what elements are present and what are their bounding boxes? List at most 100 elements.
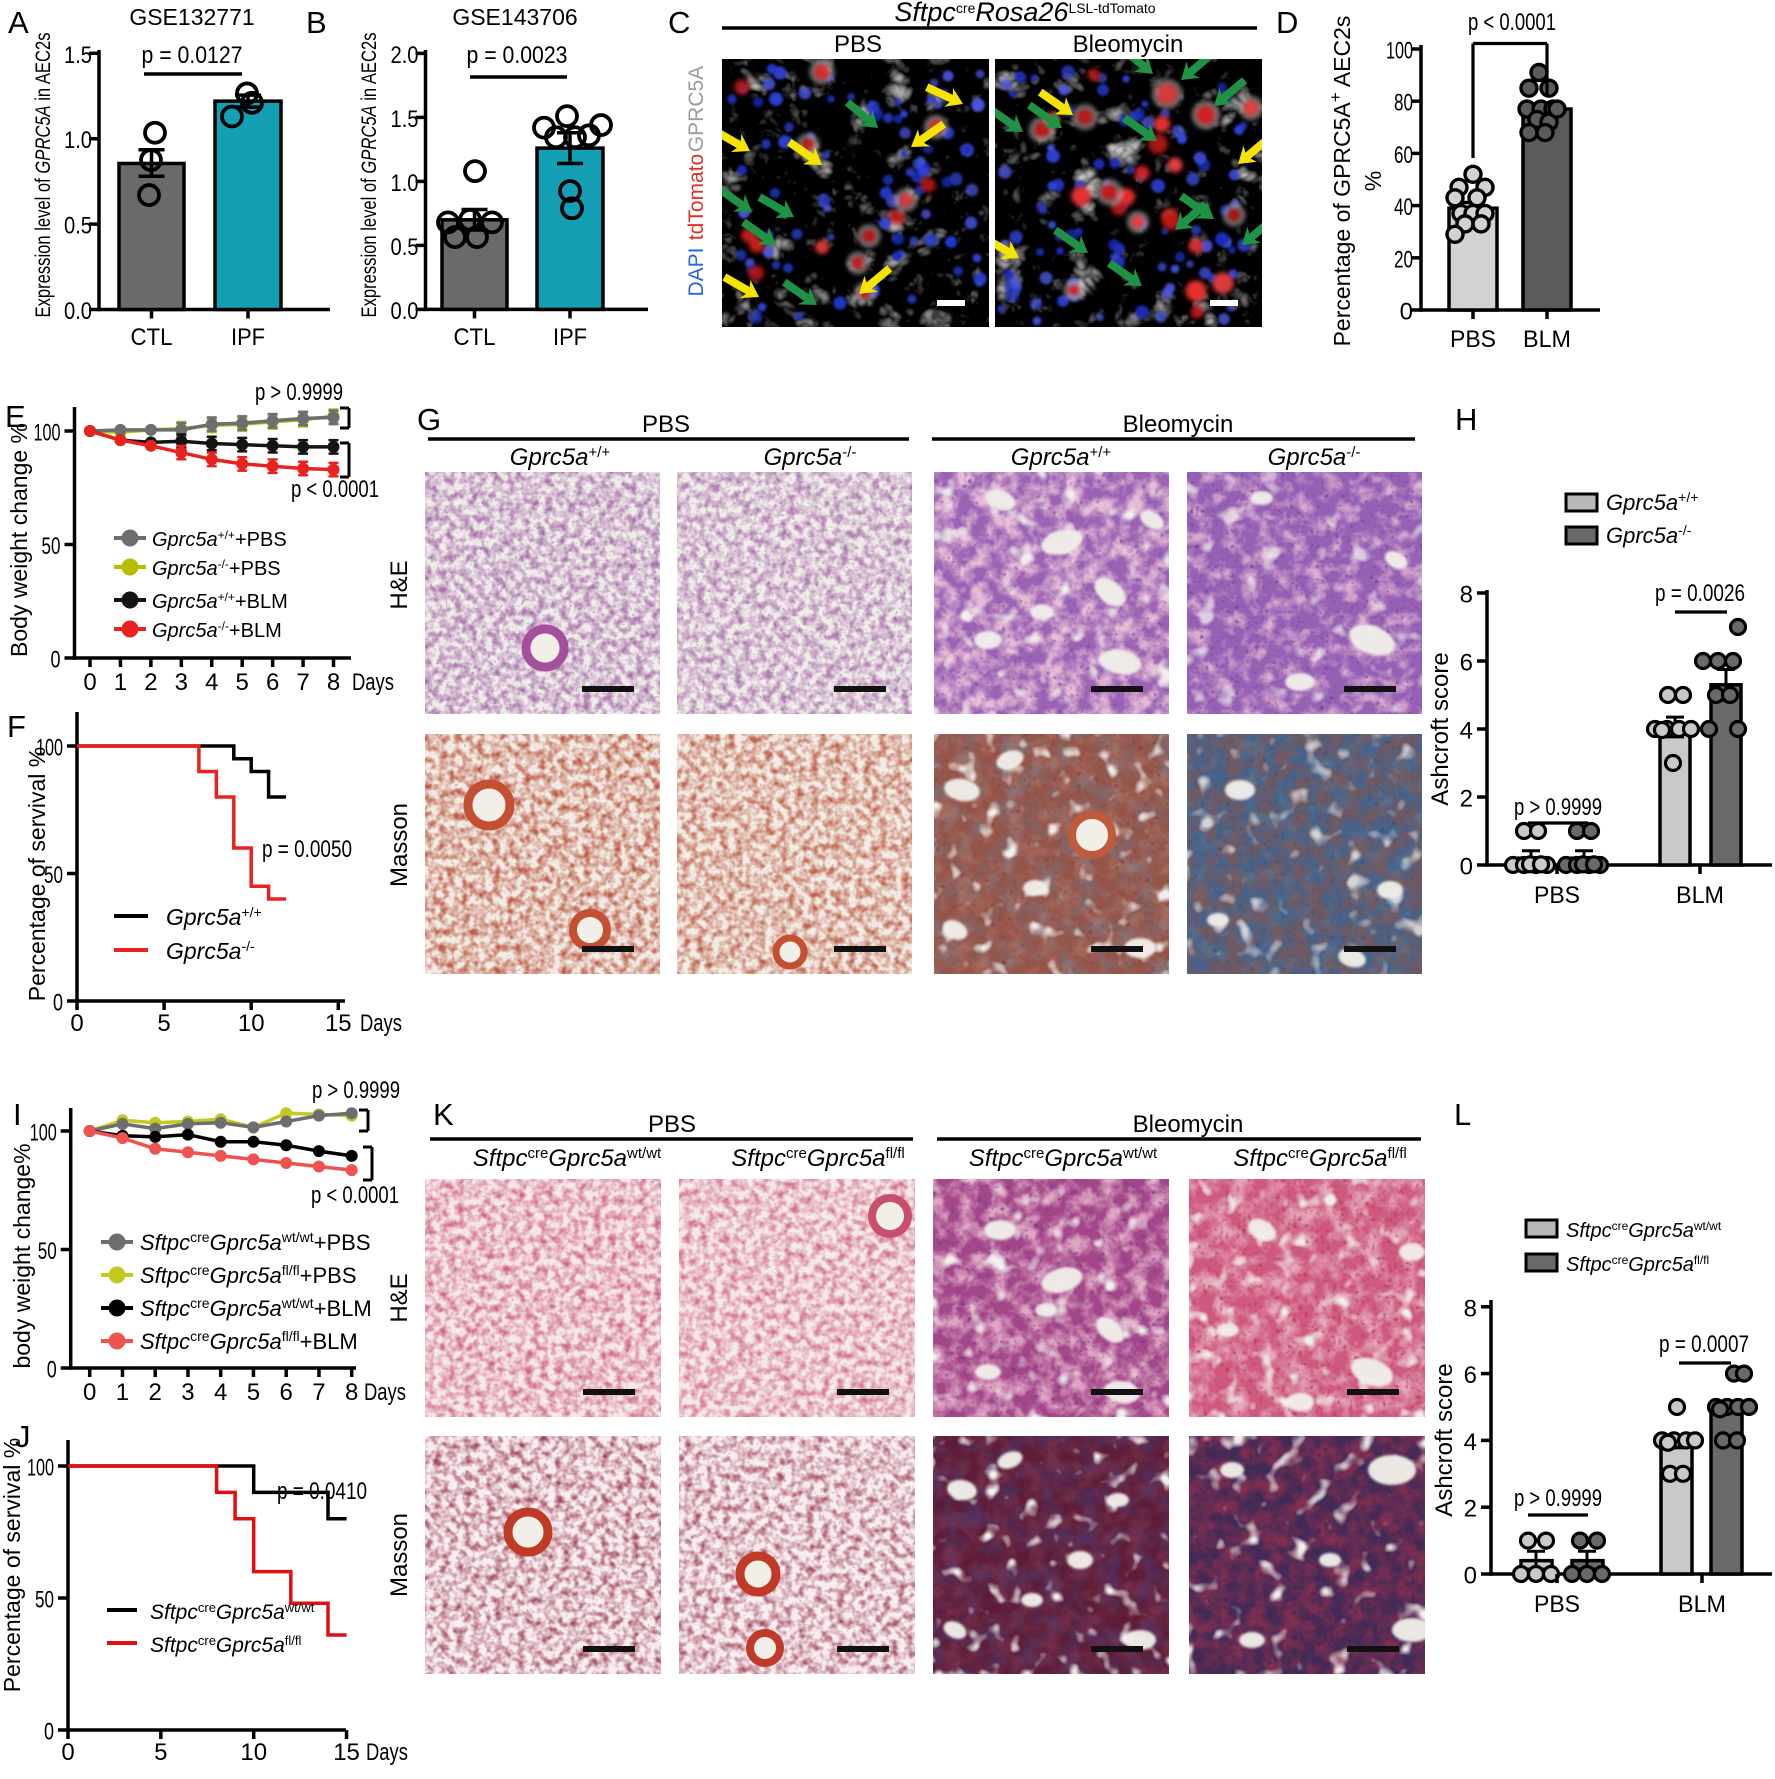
svg-text:Bleomycin: Bleomycin <box>1073 31 1184 58</box>
svg-text:Expression level of GPRC5A in: Expression level of GPRC5A in AEC2s <box>32 33 55 318</box>
svg-text:Gprc5a-/-: Gprc5a-/- <box>1268 444 1361 471</box>
svg-text:0: 0 <box>61 1739 74 1766</box>
svg-text:5: 5 <box>236 669 249 696</box>
svg-text:Masson: Masson <box>386 803 413 887</box>
svg-text:7: 7 <box>312 1379 325 1406</box>
svg-text:0: 0 <box>51 647 61 674</box>
svg-text:6: 6 <box>1460 650 1473 677</box>
svg-text:5: 5 <box>154 1739 167 1766</box>
svg-text:H: H <box>1455 402 1477 437</box>
svg-text:SftpccreGprc5afl/fl: SftpccreGprc5afl/fl <box>150 1633 302 1657</box>
svg-text:SftpccreGprc5afl/fl+BLM: SftpccreGprc5afl/fl+BLM <box>140 1328 358 1354</box>
svg-text:PBS: PBS <box>642 411 690 438</box>
svg-text:1.5: 1.5 <box>391 106 419 133</box>
svg-text:SftpccreGprc5awt/wt: SftpccreGprc5awt/wt <box>1566 1219 1722 1242</box>
svg-text:K: K <box>433 1097 454 1132</box>
svg-text:Days: Days <box>360 1010 402 1037</box>
svg-text:100: 100 <box>36 735 63 762</box>
svg-text:p = 0.0127: p = 0.0127 <box>142 42 243 69</box>
svg-text:4: 4 <box>214 1379 227 1406</box>
svg-text:Expression level of GPRC5A in: Expression level of GPRC5A in AEC2s <box>358 33 381 318</box>
svg-text:1.0: 1.0 <box>391 170 419 197</box>
svg-text:I: I <box>13 1097 22 1132</box>
svg-text:Percentage of servival %: Percentage of servival % <box>24 747 50 1001</box>
svg-text:%: % <box>1360 171 1386 191</box>
svg-text:15: 15 <box>333 1739 360 1766</box>
svg-text:IPF: IPF <box>231 324 265 351</box>
svg-text:0: 0 <box>1460 854 1473 881</box>
svg-text:SftpccreGprc5awt/wt: SftpccreGprc5awt/wt <box>150 1600 315 1624</box>
svg-text:p < 0.0001: p < 0.0001 <box>311 1182 399 1209</box>
svg-text:body weight change%: body weight change% <box>9 1143 35 1368</box>
svg-text:15: 15 <box>325 1010 352 1037</box>
svg-text:10: 10 <box>238 1010 265 1037</box>
svg-text:Gprc5a-/-: Gprc5a-/- <box>764 444 857 471</box>
svg-text:p < 0.0001: p < 0.0001 <box>1468 9 1556 36</box>
svg-text:Bleomycin: Bleomycin <box>1133 1111 1244 1138</box>
svg-text:SftpccreGprc5afl/fl+PBS: SftpccreGprc5afl/fl+PBS <box>140 1262 357 1288</box>
svg-text:p > 0.9999: p > 0.9999 <box>312 1077 400 1104</box>
svg-text:2: 2 <box>1460 786 1473 813</box>
svg-text:Percentage of GPRC5A+ AEC2s: Percentage of GPRC5A+ AEC2s <box>1326 16 1355 347</box>
svg-text:p = 0.0050: p = 0.0050 <box>262 836 352 863</box>
svg-text:40: 40 <box>1394 194 1413 221</box>
svg-text:5: 5 <box>247 1379 260 1406</box>
svg-text:0: 0 <box>70 1010 83 1037</box>
svg-text:0.0: 0.0 <box>64 298 92 325</box>
svg-text:7: 7 <box>296 669 309 696</box>
svg-text:8: 8 <box>1460 582 1473 609</box>
svg-text:5: 5 <box>157 1010 170 1037</box>
svg-text:0: 0 <box>83 669 96 696</box>
svg-text:D: D <box>1276 5 1298 40</box>
svg-text:2: 2 <box>1464 1496 1477 1523</box>
svg-text:4: 4 <box>1464 1429 1477 1456</box>
svg-text:p < 0.0001: p < 0.0001 <box>291 476 379 503</box>
svg-text:PBS: PBS <box>834 31 882 58</box>
svg-text:tdTomato: tdTomato <box>685 154 708 240</box>
svg-text:p = 0.0410: p = 0.0410 <box>277 1478 367 1505</box>
svg-text:2: 2 <box>149 1379 162 1406</box>
svg-text:0: 0 <box>44 1719 54 1746</box>
svg-text:H&E: H&E <box>386 560 413 609</box>
svg-text:1.0: 1.0 <box>64 127 92 154</box>
svg-text:100: 100 <box>1386 38 1413 65</box>
svg-text:PBS: PBS <box>648 1111 696 1138</box>
svg-text:SftpccreGprc5awt/wt+PBS: SftpccreGprc5awt/wt+PBS <box>140 1229 371 1255</box>
svg-text:8: 8 <box>327 669 340 696</box>
svg-text:GSE143706: GSE143706 <box>452 4 577 30</box>
svg-text:A: A <box>8 5 29 40</box>
svg-text:BLM: BLM <box>1678 1591 1726 1618</box>
svg-text:4: 4 <box>1460 718 1473 745</box>
svg-text:H&E: H&E <box>386 1273 413 1322</box>
svg-text:2.0: 2.0 <box>391 42 419 69</box>
svg-text:Gprc5a-/-: Gprc5a-/- <box>166 938 255 964</box>
svg-text:Ashcroft score: Ashcroft score <box>1427 652 1454 805</box>
svg-text:100: 100 <box>34 420 61 447</box>
svg-text:p > 0.9999: p > 0.9999 <box>1514 1485 1602 1512</box>
svg-text:1: 1 <box>114 669 127 696</box>
svg-text:F: F <box>7 709 26 744</box>
svg-text:6: 6 <box>1464 1362 1477 1389</box>
svg-text:Gprc5a+/++BLM: Gprc5a+/++BLM <box>152 590 288 613</box>
svg-text:p = 0.0026: p = 0.0026 <box>1655 580 1745 607</box>
svg-text:Body weight change %: Body weight change % <box>6 423 32 657</box>
svg-text:50: 50 <box>35 1587 54 1614</box>
svg-text:Days: Days <box>364 1379 406 1406</box>
svg-text:50: 50 <box>44 862 63 889</box>
svg-text:3: 3 <box>181 1379 194 1406</box>
svg-text:L: L <box>1454 1097 1471 1132</box>
svg-text:0.5: 0.5 <box>391 234 419 261</box>
svg-text:GSE132771: GSE132771 <box>129 4 254 30</box>
svg-text:0.5: 0.5 <box>64 213 92 240</box>
svg-text:SftpccreGprc5afl/fl: SftpccreGprc5afl/fl <box>731 1145 904 1172</box>
svg-text:Gprc5a+/+: Gprc5a+/+ <box>1606 489 1698 515</box>
svg-text:p = 0.0007: p = 0.0007 <box>1659 1331 1749 1358</box>
svg-text:Days: Days <box>366 1739 408 1766</box>
svg-text:0: 0 <box>83 1379 96 1406</box>
svg-text:2: 2 <box>144 669 157 696</box>
svg-text:Gprc5a+/+: Gprc5a+/+ <box>1011 444 1112 471</box>
svg-text:Percentage of servival %: Percentage of servival % <box>0 1438 25 1692</box>
svg-text:1.5: 1.5 <box>64 42 92 69</box>
svg-text:100: 100 <box>27 1455 54 1482</box>
svg-text:DAPI: DAPI <box>685 247 708 296</box>
